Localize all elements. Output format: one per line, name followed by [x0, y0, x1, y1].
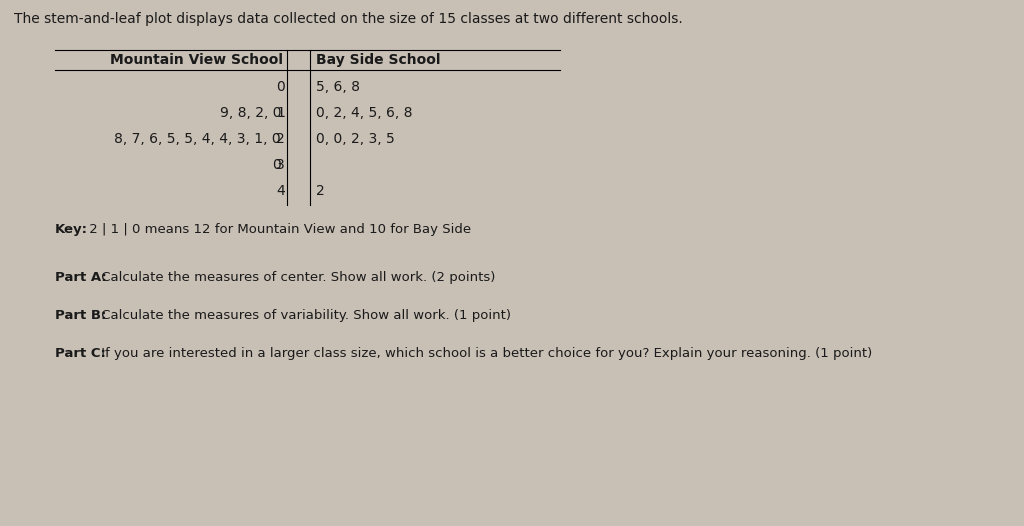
Text: 8, 7, 6, 5, 5, 4, 4, 3, 1, 0: 8, 7, 6, 5, 5, 4, 4, 3, 1, 0	[115, 132, 281, 146]
Text: 2: 2	[276, 132, 285, 146]
Text: 1: 1	[276, 106, 285, 120]
Text: Mountain View School: Mountain View School	[110, 53, 283, 67]
Text: Bay Side School: Bay Side School	[316, 53, 440, 67]
Text: 9, 8, 2, 0: 9, 8, 2, 0	[219, 106, 281, 120]
Text: Calculate the measures of variability. Show all work. (1 point): Calculate the measures of variability. S…	[97, 309, 511, 322]
Text: Calculate the measures of center. Show all work. (2 points): Calculate the measures of center. Show a…	[97, 271, 496, 284]
Text: Key:: Key:	[55, 223, 88, 236]
Text: 3: 3	[276, 158, 285, 172]
Text: 0, 2, 4, 5, 6, 8: 0, 2, 4, 5, 6, 8	[316, 106, 413, 120]
Text: 0, 0, 2, 3, 5: 0, 0, 2, 3, 5	[316, 132, 394, 146]
Text: 4: 4	[276, 184, 285, 198]
Text: 0: 0	[272, 158, 281, 172]
Text: 2 | 1 | 0 means 12 for Mountain View and 10 for Bay Side: 2 | 1 | 0 means 12 for Mountain View and…	[85, 223, 471, 236]
Text: The stem-and-leaf plot displays data collected on the size of 15 classes at two : The stem-and-leaf plot displays data col…	[14, 12, 683, 26]
Text: Part A:: Part A:	[55, 271, 106, 284]
Text: 5, 6, 8: 5, 6, 8	[316, 80, 360, 94]
Text: 2: 2	[316, 184, 325, 198]
Text: If you are interested in a larger class size, which school is a better choice fo: If you are interested in a larger class …	[97, 347, 872, 360]
Text: Part B:: Part B:	[55, 309, 106, 322]
Text: Part C:: Part C:	[55, 347, 105, 360]
Text: 0: 0	[276, 80, 285, 94]
